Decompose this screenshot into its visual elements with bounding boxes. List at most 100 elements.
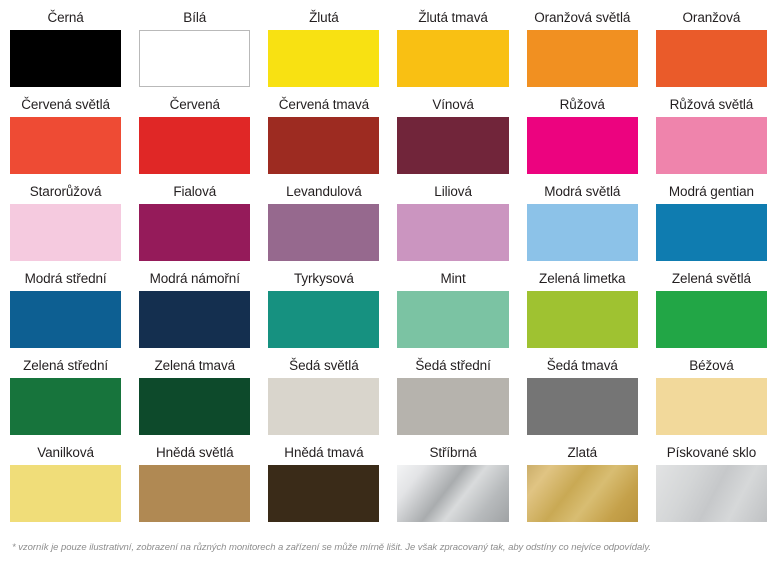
swatch-color-chip[interactable]	[139, 204, 251, 261]
swatch-cell[interactable]: Šedá střední	[397, 352, 509, 439]
swatch-label: Šedá světlá	[289, 357, 359, 373]
swatch-cell[interactable]: Žlutá	[268, 4, 380, 91]
swatch-cell[interactable]: Tyrkysová	[268, 265, 380, 352]
swatch-color-chip[interactable]	[526, 291, 638, 348]
swatch-color-chip[interactable]	[655, 291, 767, 348]
swatch-color-chip[interactable]	[139, 291, 251, 348]
swatch-color-chip[interactable]	[268, 117, 380, 174]
swatch-label: Oranžová	[682, 9, 741, 25]
swatch-label: Modrá námořní	[149, 270, 240, 286]
swatch-color-chip[interactable]	[397, 117, 509, 174]
swatch-cell[interactable]: Červená tmavá	[268, 91, 380, 178]
swatch-color-chip[interactable]	[10, 291, 122, 348]
swatch-cell[interactable]: Starorůžová	[10, 178, 122, 265]
swatch-cell[interactable]: Stříbrná	[397, 439, 509, 526]
swatch-cell[interactable]: Modrá střední	[10, 265, 122, 352]
swatch-cell[interactable]: Zelená tmavá	[139, 352, 251, 439]
swatch-label: Černá	[47, 9, 84, 25]
swatch-label: Vínová	[432, 96, 474, 112]
swatch-color-chip[interactable]	[139, 30, 251, 87]
swatch-color-chip[interactable]	[526, 30, 638, 87]
swatch-color-chip[interactable]	[10, 378, 122, 435]
swatch-label: Žlutá	[309, 9, 339, 25]
swatch-cell[interactable]: Vanilková	[10, 439, 122, 526]
swatch-cell[interactable]: Oranžová	[655, 4, 767, 91]
swatch-color-chip[interactable]	[655, 117, 767, 174]
swatch-grid: Černá Bílá Žlutá Žlutá tmavá Oranžová světlá…	[10, 4, 767, 526]
swatch-cell[interactable]: Šedá světlá	[268, 352, 380, 439]
swatch-label: Modrá střední	[24, 270, 107, 286]
swatch-cell[interactable]: Hnědá tmavá	[268, 439, 380, 526]
swatch-label: Žlutá tmavá	[418, 9, 488, 25]
swatch-color-chip[interactable]	[397, 291, 509, 348]
swatch-color-chip[interactable]	[397, 204, 509, 261]
swatch-cell[interactable]: Fialová	[139, 178, 251, 265]
swatch-cell[interactable]: Červená světlá	[10, 91, 122, 178]
swatch-cell[interactable]: Modrá světlá	[526, 178, 638, 265]
swatch-color-chip[interactable]	[397, 378, 509, 435]
swatch-color-chip[interactable]	[10, 465, 122, 522]
swatch-color-chip[interactable]	[397, 30, 509, 87]
swatch-cell[interactable]: Oranžová světlá	[526, 4, 638, 91]
swatch-color-chip[interactable]	[268, 204, 380, 261]
swatch-cell[interactable]: Červená	[139, 91, 251, 178]
swatch-cell[interactable]: Zlatá	[526, 439, 638, 526]
swatch-color-chip[interactable]	[10, 117, 122, 174]
swatch-cell[interactable]: Žlutá tmavá	[397, 4, 509, 91]
swatch-cell[interactable]: Modrá gentian	[655, 178, 767, 265]
swatch-label: Hnědá tmavá	[284, 444, 364, 460]
swatch-label: Pískované sklo	[666, 444, 757, 460]
swatch-cell[interactable]: Zelená střední	[10, 352, 122, 439]
swatch-color-chip[interactable]	[526, 378, 638, 435]
swatch-color-chip[interactable]	[655, 465, 767, 522]
swatch-cell[interactable]: Šedá tmavá	[526, 352, 638, 439]
swatch-color-chip[interactable]	[268, 291, 380, 348]
swatch-cell[interactable]: Béžová	[655, 352, 767, 439]
swatch-cell[interactable]: Mint	[397, 265, 509, 352]
swatch-color-chip[interactable]	[10, 30, 122, 87]
swatch-color-chip[interactable]	[526, 465, 638, 522]
swatch-cell[interactable]: Růžová	[526, 91, 638, 178]
swatch-label: Modrá gentian	[668, 183, 754, 199]
swatch-label: Starorůžová	[29, 183, 102, 199]
swatch-cell[interactable]: Černá	[10, 4, 122, 91]
swatch-color-chip[interactable]	[10, 204, 122, 261]
swatch-label: Béžová	[689, 357, 734, 373]
swatch-label: Růžová	[559, 96, 605, 112]
swatch-color-chip[interactable]	[139, 465, 251, 522]
swatch-label: Liliová	[434, 183, 472, 199]
swatch-label: Hnědá světlá	[155, 444, 234, 460]
swatch-cell[interactable]: Liliová	[397, 178, 509, 265]
swatch-color-chip[interactable]	[268, 465, 380, 522]
swatch-label: Modrá světlá	[544, 183, 621, 199]
swatch-color-chip[interactable]	[655, 30, 767, 87]
swatch-label: Oranžová světlá	[534, 9, 631, 25]
swatch-color-chip[interactable]	[139, 117, 251, 174]
swatch-cell[interactable]: Hnědá světlá	[139, 439, 251, 526]
swatch-color-chip[interactable]	[526, 117, 638, 174]
swatch-color-chip[interactable]	[655, 204, 767, 261]
swatch-label: Červená	[169, 96, 220, 112]
swatch-label: Červená tmavá	[278, 96, 370, 112]
swatch-color-chip[interactable]	[526, 204, 638, 261]
swatch-cell[interactable]: Modrá námořní	[139, 265, 251, 352]
swatch-cell[interactable]: Růžová světlá	[655, 91, 767, 178]
swatch-cell[interactable]: Bílá	[139, 4, 251, 91]
swatch-color-chip[interactable]	[397, 465, 509, 522]
swatch-cell[interactable]: Zelená světlá	[655, 265, 767, 352]
swatch-label: Šedá střední	[415, 357, 491, 373]
swatch-label: Tyrkysová	[293, 270, 354, 286]
swatch-color-chip[interactable]	[268, 30, 380, 87]
swatch-cell[interactable]: Pískované sklo	[655, 439, 767, 526]
swatch-color-chip[interactable]	[139, 378, 251, 435]
swatch-label: Zelená střední	[23, 357, 109, 373]
swatch-color-chip[interactable]	[268, 378, 380, 435]
swatch-cell[interactable]: Levandulová	[268, 178, 380, 265]
swatch-label: Bílá	[183, 9, 207, 25]
swatch-cell[interactable]: Vínová	[397, 91, 509, 178]
swatch-cell[interactable]: Zelená limetka	[526, 265, 638, 352]
swatch-color-chip[interactable]	[655, 378, 767, 435]
swatch-label: Mint	[440, 270, 466, 286]
swatch-label: Zelená světlá	[671, 270, 751, 286]
